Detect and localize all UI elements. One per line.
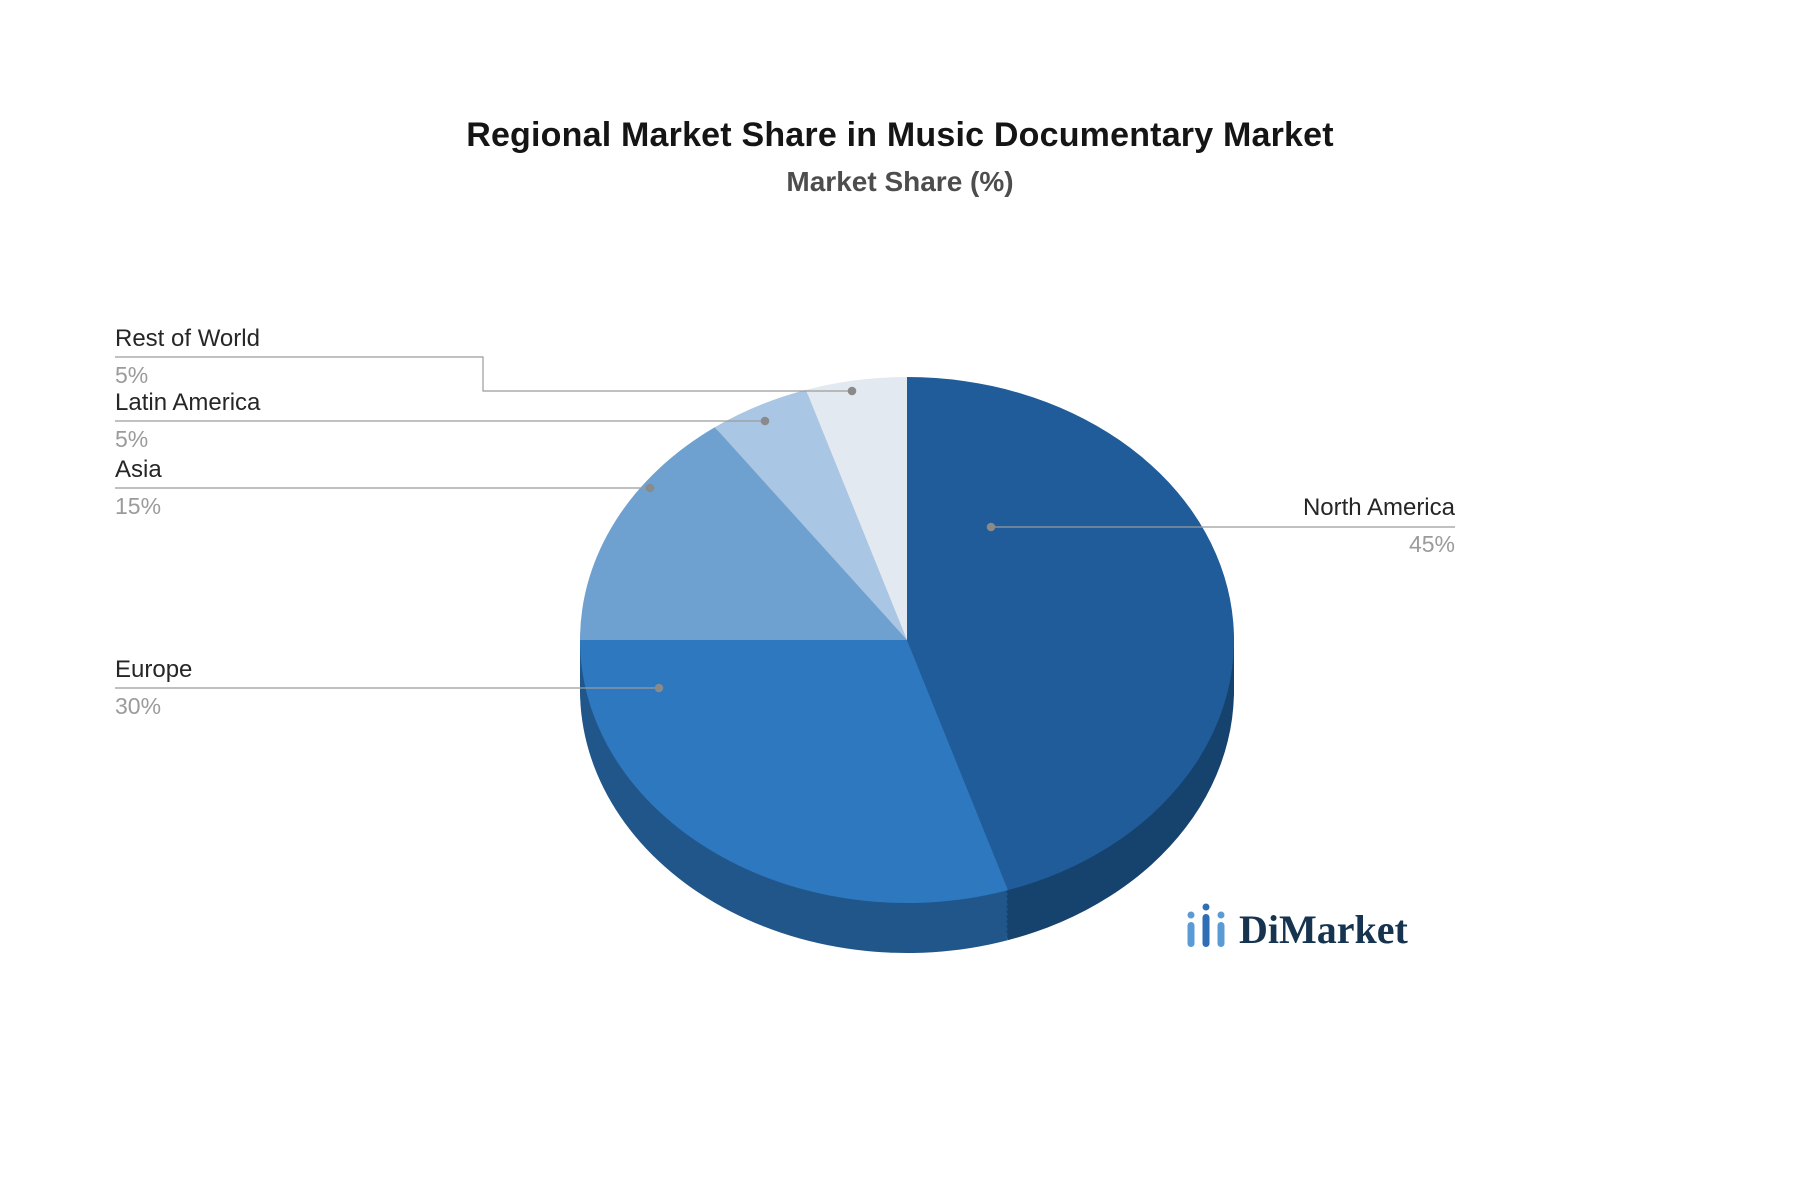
slice-label-value: 5%	[115, 426, 149, 452]
callout-latin-america: Latin America 5%	[115, 389, 260, 452]
slice-label-value: 45%	[1408, 531, 1455, 557]
bar-chart-logo-icon	[1185, 903, 1227, 952]
pie-slice-rest-of-world	[805, 377, 907, 640]
label-anchor-dot	[645, 483, 655, 493]
callout-rest-of-world: Rest of World 5%	[115, 325, 260, 388]
slice-label-name: Rest of World	[115, 325, 260, 352]
chart-subtitle: Market Share (%)	[786, 166, 1014, 197]
label-leader-line	[115, 356, 852, 392]
callout-asia: Asia 15%	[115, 456, 162, 519]
slice-label-name: Asia	[115, 456, 162, 483]
slice-label-name: Europe	[115, 656, 193, 683]
label-anchor-dot	[986, 522, 996, 532]
pie-slice-north-america	[907, 377, 1234, 891]
brand-name: DiMarket	[1239, 907, 1408, 952]
callout-europe: Europe 30%	[115, 656, 192, 719]
chart-title: Regional Market Share in Music Documenta…	[466, 116, 1334, 154]
pie-slice-europe	[580, 640, 1009, 903]
label-anchor-dot	[654, 683, 664, 693]
slice-label-value: 15%	[115, 493, 162, 519]
slice-label-value: 30%	[115, 693, 162, 719]
label-anchor-dot	[847, 386, 857, 396]
pie-slice-latin-america	[714, 389, 907, 640]
label-anchor-dot	[760, 416, 770, 426]
pie-slice-asia	[580, 427, 907, 640]
callout-north-america: North America 45%	[1303, 494, 1455, 557]
slice-label-name: North America	[1302, 494, 1455, 521]
brand-logo: DiMarket	[1185, 903, 1408, 952]
slice-label-name: Latin America	[115, 389, 261, 416]
slice-label-value: 5%	[115, 362, 149, 388]
